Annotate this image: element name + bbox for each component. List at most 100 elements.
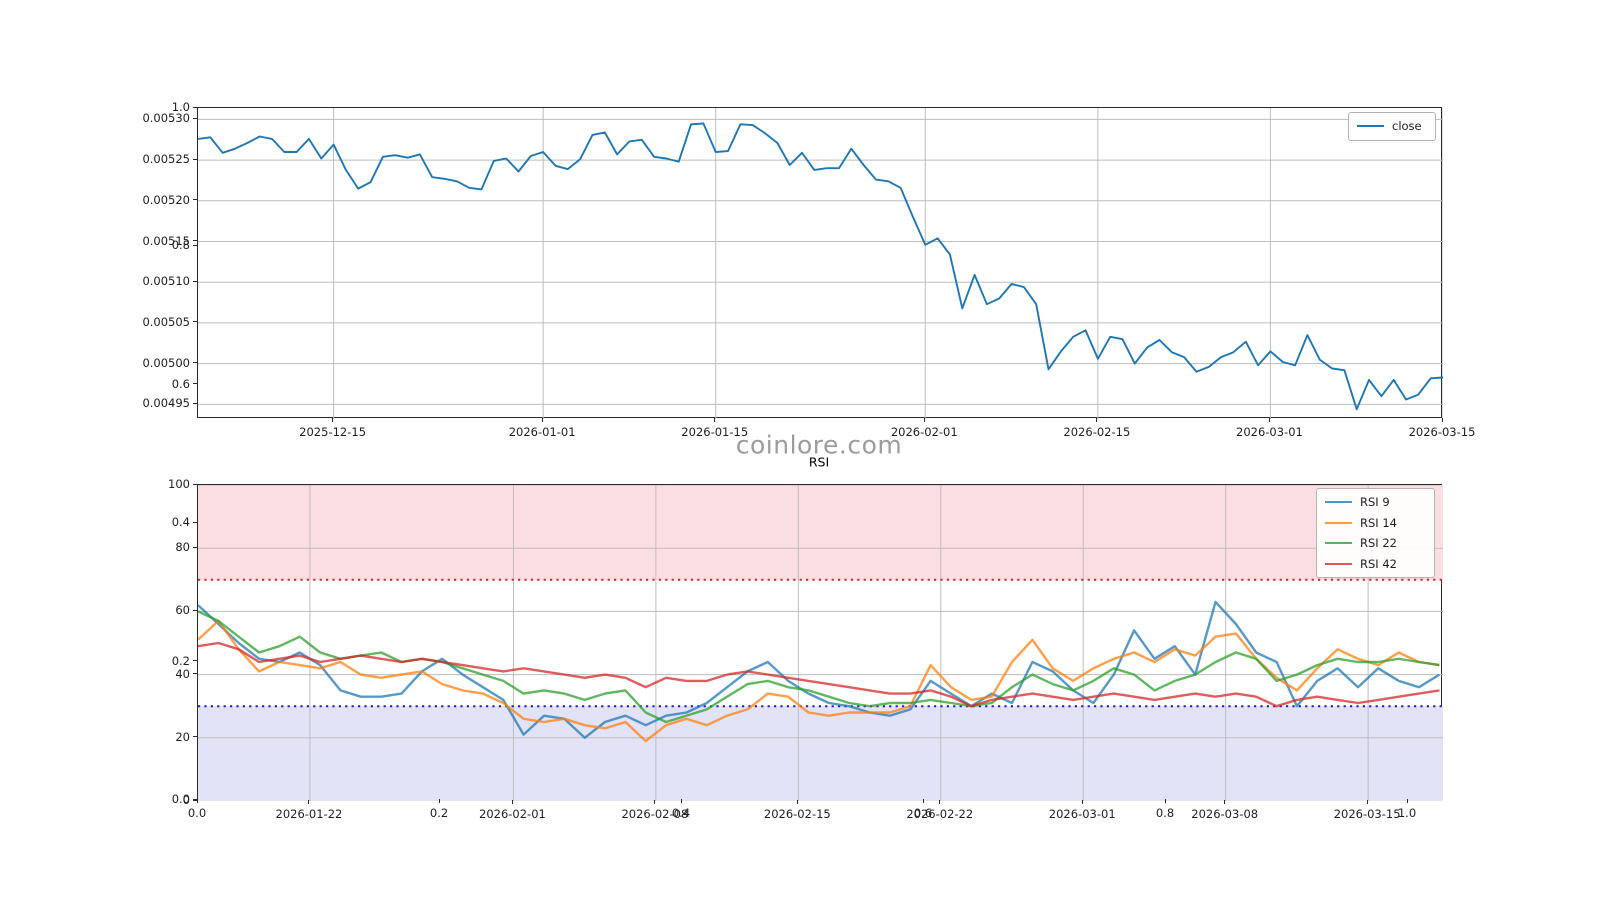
- price-x-tick-label: 2025-12-15: [299, 425, 367, 439]
- tick-mark: [193, 483, 197, 485]
- overlay-y-tick-label: 0.6: [171, 376, 190, 391]
- tick-mark: [1081, 800, 1083, 804]
- price-plot-area: close: [197, 107, 1443, 419]
- overlay-y-tick-label: 0.2: [171, 653, 190, 668]
- tick-mark: [308, 800, 310, 804]
- tick-mark: [193, 117, 197, 119]
- rsi-x-tick-label: 2026-02-22: [906, 807, 974, 821]
- tick-mark: [654, 800, 656, 804]
- tick-mark: [922, 799, 924, 803]
- tick-mark: [1366, 800, 1368, 804]
- legend-label-close: close: [1392, 119, 1422, 134]
- tick-mark: [193, 321, 197, 323]
- price-x-tick-label: 2026-03-15: [1408, 425, 1476, 439]
- tick-mark: [193, 546, 197, 548]
- legend-item-rsi42: RSI 42: [1325, 554, 1426, 575]
- tick-mark: [1224, 800, 1226, 804]
- tick-mark: [193, 106, 197, 108]
- rsi-x-tick-label: 2026-01-22: [275, 807, 343, 821]
- price-y-tick-label: 0.00520: [142, 192, 190, 207]
- rsi-panel-title: RSI: [808, 454, 830, 470]
- tick-mark: [714, 418, 716, 422]
- price-y-tick-label: 0.00530: [142, 111, 190, 126]
- overlay-y-tick-label: 0.0: [171, 792, 190, 806]
- price-legend: close: [1348, 112, 1436, 141]
- legend-item-close: close: [1357, 116, 1427, 137]
- tick-mark: [193, 609, 197, 611]
- price-y-tick-label: 0.00515: [142, 233, 190, 248]
- tick-mark: [193, 521, 197, 523]
- tick-mark: [193, 736, 197, 738]
- tick-mark: [193, 402, 197, 404]
- overlay-x-tick-label: 0.0: [187, 806, 207, 820]
- rsi-x-tick-label: 2026-02-01: [479, 807, 546, 821]
- tick-mark: [939, 800, 941, 804]
- legend-label-rsi42: RSI 42: [1360, 556, 1397, 571]
- tick-mark: [193, 799, 197, 801]
- overlay-y-tick-label: 1.0: [171, 100, 190, 114]
- tick-mark: [193, 660, 197, 662]
- overlay-x-tick-label: 0.2: [429, 806, 449, 820]
- rsi-lines-svg: [198, 485, 1443, 801]
- rsi42-line-swatch: [1325, 562, 1352, 565]
- rsi14-line-swatch: [1325, 521, 1352, 524]
- price-x-tick-label: 2026-02-01: [890, 425, 958, 439]
- tick-mark: [1096, 418, 1098, 422]
- tick-mark: [193, 362, 197, 364]
- rsi-plot-area: RSI 9 RSI 14 RSI 22 RSI 42: [197, 484, 1443, 801]
- tick-mark: [1164, 799, 1166, 803]
- watermark: coinlore.com: [735, 430, 903, 460]
- price-y-tick-label: 0.00495: [142, 396, 190, 411]
- tick-mark: [1406, 799, 1408, 803]
- price-y-tick-label: 0.00510: [142, 274, 190, 289]
- tick-mark: [196, 799, 198, 803]
- rsi-y-tick-label: 40: [175, 666, 190, 681]
- price-y-tick-label: 0.00500: [142, 355, 190, 370]
- tick-mark: [193, 158, 197, 160]
- tick-mark: [680, 799, 682, 803]
- tick-mark: [438, 799, 440, 803]
- price-x-tick-label: 2026-02-15: [1063, 425, 1131, 439]
- tick-mark: [511, 800, 513, 804]
- close-line-swatch: [1357, 125, 1384, 128]
- price-x-tick-label: 2026-03-01: [1236, 425, 1303, 439]
- legend-item-rsi14: RSI 14: [1325, 513, 1426, 534]
- rsi-x-tick-label: 2026-03-08: [1191, 807, 1259, 821]
- tick-mark: [193, 280, 197, 282]
- legend-item-rsi9: RSI 9: [1325, 492, 1426, 513]
- overlay-y-tick-label: 0.8: [171, 238, 190, 253]
- rsi-x-tick-label: 2026-03-01: [1048, 807, 1116, 821]
- tick-mark: [332, 418, 334, 422]
- tick-mark: [193, 244, 197, 246]
- tick-mark: [923, 418, 925, 422]
- price-y-tick-label: 0.00525: [142, 152, 190, 167]
- rsi-legend: RSI 9 RSI 14 RSI 22 RSI 42: [1316, 488, 1435, 578]
- rsi-y-tick-label: 20: [175, 729, 190, 744]
- tick-mark: [541, 418, 543, 422]
- tick-mark: [193, 383, 197, 385]
- legend-item-rsi22: RSI 22: [1325, 533, 1426, 554]
- rsi-y-tick-label: 60: [175, 603, 190, 618]
- price-line-svg: [198, 108, 1443, 419]
- price-y-tick-label: 0.00505: [142, 314, 190, 329]
- rsi9-line-swatch: [1325, 501, 1352, 504]
- rsi22-line-swatch: [1325, 542, 1352, 545]
- tick-mark: [1268, 418, 1270, 422]
- overlay-x-tick-label: 0.8: [1155, 806, 1175, 820]
- rsi-x-tick-label: 2026-02-15: [763, 807, 831, 821]
- rsi-x-tick-label: 2026-03-15: [1333, 807, 1401, 821]
- tick-mark: [1441, 418, 1443, 422]
- rsi-y-tick-label: 100: [168, 477, 190, 491]
- legend-label-rsi22: RSI 22: [1360, 536, 1397, 551]
- overlay-x-tick-label: 0.4: [671, 806, 691, 820]
- legend-label-rsi14: RSI 14: [1360, 515, 1397, 530]
- tick-mark: [193, 199, 197, 201]
- tick-mark: [193, 673, 197, 675]
- legend-label-rsi9: RSI 9: [1360, 495, 1390, 510]
- rsi-y-tick-label: 0: [182, 793, 190, 807]
- price-x-tick-label: 2026-01-15: [681, 425, 749, 439]
- overlay-y-tick-label: 0.4: [171, 515, 190, 530]
- tick-mark: [193, 240, 197, 242]
- rsi-x-tick-label: 2026-02-08: [621, 807, 689, 821]
